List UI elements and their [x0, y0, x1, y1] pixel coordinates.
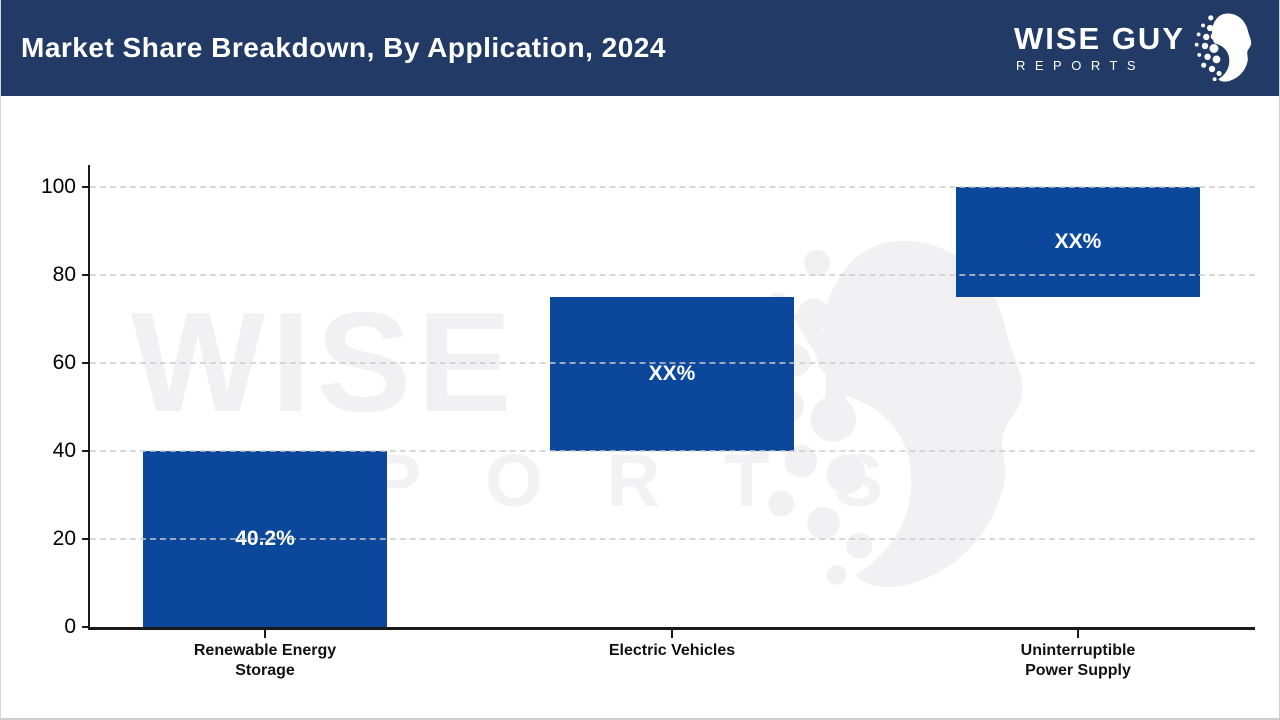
bar-3: XX%	[956, 187, 1200, 297]
logo-face-icon	[1194, 12, 1252, 82]
y-tick-label: 0	[64, 615, 76, 638]
gridline-80	[90, 274, 1255, 276]
category-label-line: Power Supply	[1025, 662, 1131, 679]
header: Market Share Breakdown, By Application, …	[1, 0, 1279, 96]
category-label: Renewable Energy Storage	[125, 641, 405, 681]
category-label: Electric Vehicles	[532, 641, 812, 661]
logo-wordmark: WISE GUY	[1013, 21, 1185, 56]
logo-subtext: REPORTS	[1015, 58, 1146, 73]
y-tick-label: 60	[52, 351, 76, 374]
bar-value-label: XX%	[1054, 230, 1102, 253]
category-label: Uninterruptible Power Supply	[938, 641, 1218, 681]
bar-value-label: XX%	[648, 362, 696, 385]
page-title: Market Share Breakdown, By Application, …	[21, 32, 666, 63]
bar-2: XX%	[550, 297, 794, 451]
logo-text: WISE GUY REPORTS	[1014, 23, 1185, 73]
category-label-line: Uninterruptible	[1020, 642, 1136, 659]
y-tick-mark	[82, 274, 90, 276]
y-tick-label: 20	[52, 527, 76, 550]
gridline-40	[90, 450, 1255, 452]
y-tick-label: 40	[52, 439, 76, 462]
y-tick-label: 100	[40, 175, 76, 198]
category-label-line: Storage	[235, 662, 295, 679]
gridline-20	[90, 538, 1255, 540]
gridline-60	[90, 362, 1255, 364]
gridline-100	[90, 186, 1255, 188]
wise-guy-reports-logo: WISE GUY REPORTS	[1014, 10, 1253, 87]
y-tick-mark	[82, 626, 90, 628]
category-label-line: Electric Vehicles	[608, 642, 736, 659]
x-tick-mark	[671, 630, 673, 638]
y-tick-mark	[82, 186, 90, 188]
category-label-line: Renewable Energy	[193, 642, 337, 659]
y-tick-mark	[82, 450, 90, 452]
x-axis-line	[88, 627, 1255, 630]
x-tick-mark	[1077, 630, 1079, 638]
y-tick-mark	[82, 362, 90, 364]
y-tick-mark	[82, 538, 90, 540]
y-axis-line	[88, 165, 90, 627]
y-tick-label: 80	[52, 263, 76, 286]
x-tick-mark	[264, 630, 266, 638]
